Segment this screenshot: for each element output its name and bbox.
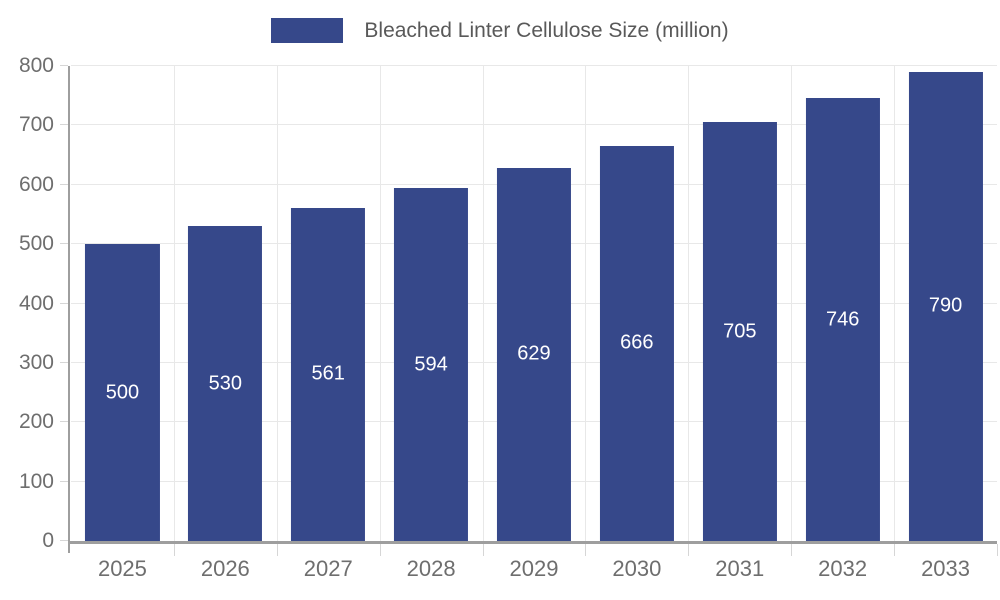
bar-2025: 500 [85,244,160,541]
x-axis-labels: 2025 2026 2027 2028 2029 2030 2031 2032 2033 [71,556,997,586]
gridline-horizontal [71,124,997,126]
bar-2030: 666 [599,145,674,541]
gridline-vertical [894,66,896,541]
x-axis-tick [585,544,587,556]
x-axis-line [68,541,997,544]
y-axis-tick [60,480,68,482]
x-axis-tick-label: 2028 [406,556,456,581]
y-axis-line [68,66,70,553]
y-axis-tick-label: 200 [18,410,54,434]
bar-2031: 705 [702,122,777,541]
y-axis-tick-label: 600 [18,172,54,196]
gridline-vertical [482,66,484,541]
gridline-vertical [791,66,793,541]
gridline-vertical [585,66,587,541]
bar-value-label: 594 [414,353,448,376]
legend-swatch [271,18,344,43]
x-axis-tick-label: 2030 [612,556,662,581]
plot-area: 500 530 561 594 629 666 705 746 790 [60,65,998,556]
bar-value-label: 666 [620,331,654,354]
y-axis-tick [60,540,68,541]
legend: Bleached Linter Cellulose Size (million) [0,18,1000,43]
y-axis-tick-label: 0 [42,529,54,552]
x-axis-tick [276,544,278,556]
y-axis-tick-label: 300 [18,350,54,374]
y-axis-tick [60,243,68,245]
y-axis-tick-label: 500 [18,232,54,256]
y-axis-tick [60,124,68,126]
x-axis-tick [894,544,896,556]
bar-value-label: 530 [208,372,243,395]
y-axis-tick [60,421,68,423]
x-axis-tick-label: 2026 [200,556,250,581]
y-axis-tick [60,183,68,185]
bar-value-label: 629 [517,342,551,365]
gridline-vertical [276,66,278,541]
gridline-horizontal [71,65,997,66]
bar-2028: 594 [394,188,469,541]
x-axis-tick [997,544,998,556]
y-axis-tick-label: 700 [18,113,54,137]
x-axis-tick-label: 2033 [921,556,971,581]
x-axis-tick-label: 2025 [97,556,147,581]
x-axis-tick-label: 2031 [715,556,765,581]
bar-value-label: 746 [825,308,860,331]
bar-value-label: 705 [723,320,757,343]
gridline-vertical [379,66,381,541]
bar-2029: 629 [496,167,572,541]
y-axis-labels: 0 100 200 300 400 500 600 700 800 [0,54,54,552]
x-axis-tick [482,544,484,556]
bar-2026: 530 [188,226,263,541]
x-axis-tick [791,544,793,556]
y-axis-tick [60,65,68,66]
y-axis-tick-label: 800 [18,54,54,77]
x-axis-tick-label: 2029 [509,556,559,581]
bar-2033: 790 [908,71,983,541]
legend-label: Bleached Linter Cellulose Size (million) [364,19,729,42]
x-axis-tick [379,544,381,556]
bar-2032: 746 [805,98,880,541]
x-axis-tick [688,544,690,556]
y-axis-tick-label: 400 [18,291,54,315]
x-axis-tick-label: 2027 [303,556,353,581]
x-axis-tick-label: 2032 [818,556,868,581]
bar-2027: 561 [291,207,366,541]
y-axis-tick-label: 100 [18,469,54,493]
gridline-vertical [173,66,175,541]
bar-value-label: 561 [311,362,345,385]
gridline-vertical [688,66,690,541]
bar-value-label: 500 [105,381,140,404]
bar-value-label: 790 [928,294,963,317]
y-axis-tick [60,302,68,304]
y-axis-tick [60,361,68,363]
x-axis-tick [173,544,175,556]
